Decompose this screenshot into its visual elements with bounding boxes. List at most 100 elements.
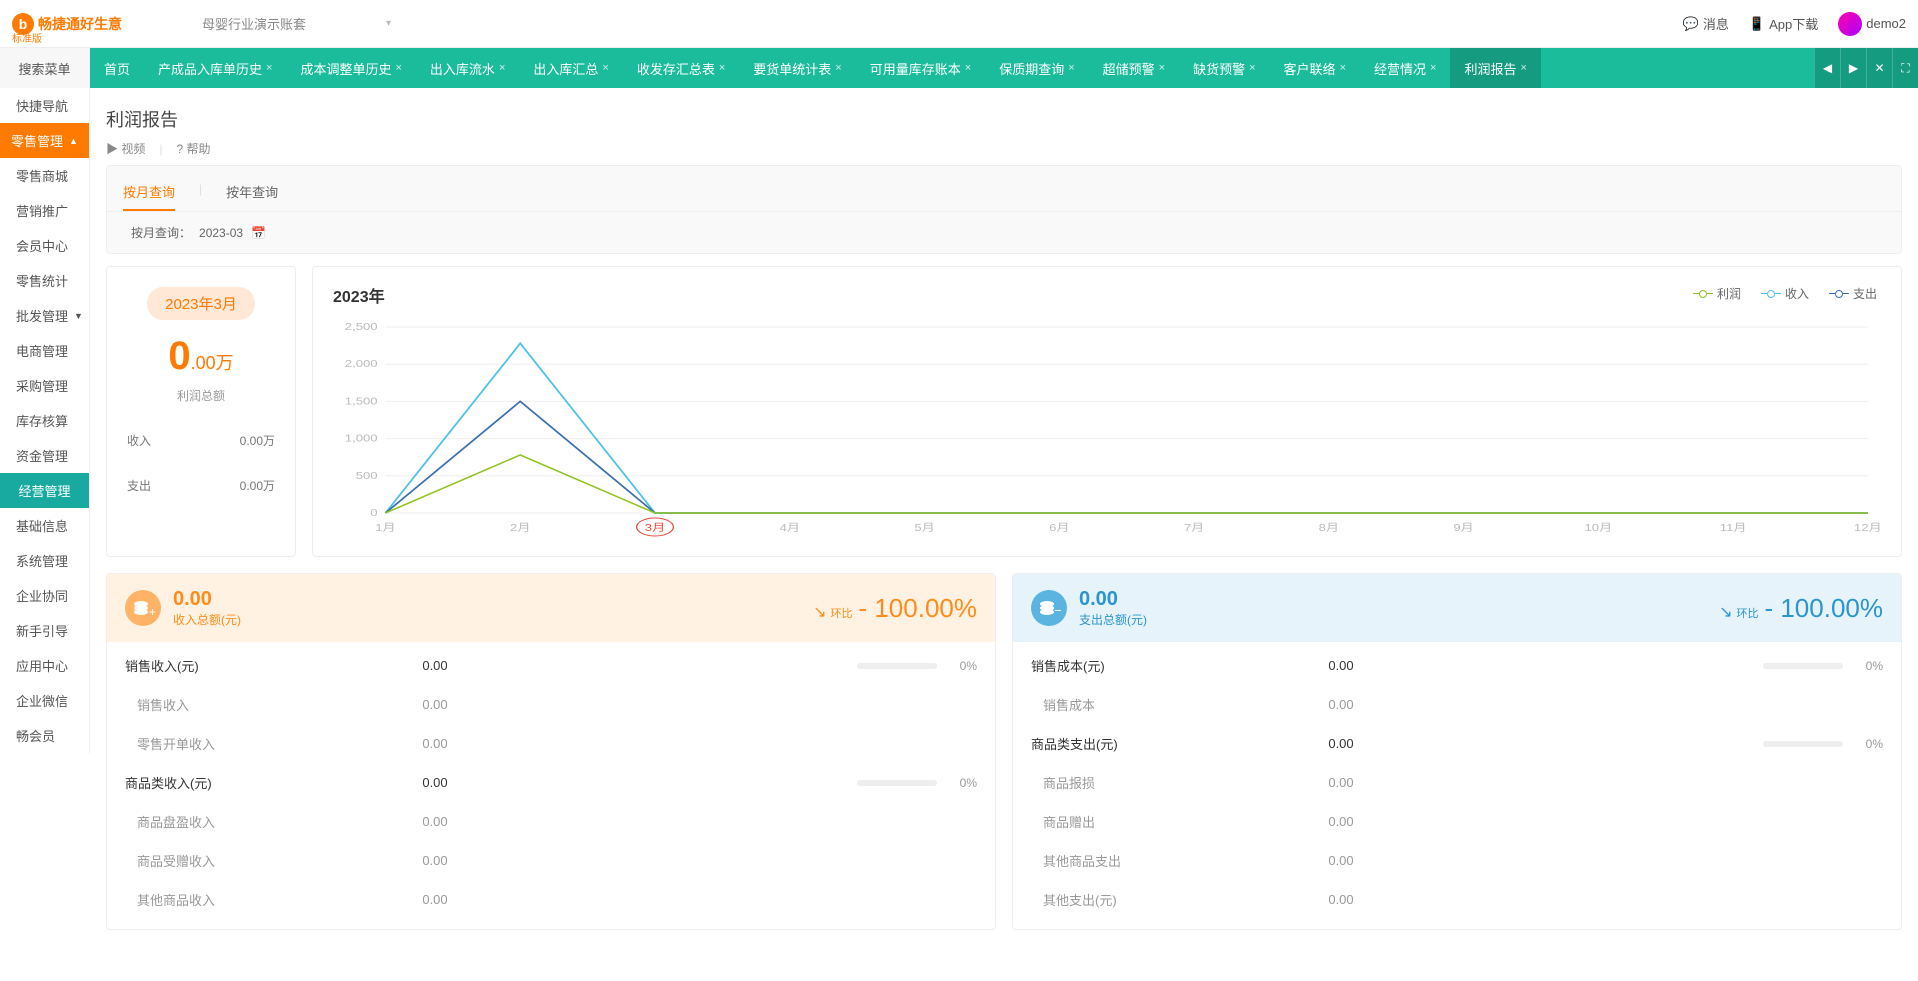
legend-item: 收入 — [1761, 285, 1809, 302]
svg-text:7月: 7月 — [1184, 522, 1204, 533]
fullscreen-icon[interactable]: ⛶ — [1892, 48, 1918, 88]
sidebar-item[interactable]: 企业协同 — [0, 578, 90, 613]
stat-row: 销售成本0.00 — [1031, 685, 1883, 724]
stat-row: 其他支出(元)0.00 — [1031, 880, 1883, 919]
stat-row: 其他商品支出0.00 — [1031, 841, 1883, 880]
sidebar-item[interactable]: 电商管理 — [0, 333, 90, 368]
sidebar-item[interactable]: 零售管理▲ — [0, 123, 90, 158]
close-icon[interactable]: × — [965, 62, 971, 74]
svg-text:10月: 10月 — [1585, 522, 1613, 533]
nav-tab[interactable]: 保质期查询× — [985, 48, 1088, 88]
tabs-next[interactable]: ▶ — [1840, 48, 1866, 88]
svg-text:2,500: 2,500 — [345, 321, 378, 332]
stat-row: 销售成本(元)0.000% — [1031, 646, 1883, 685]
sidebar-item[interactable]: 企业微信 — [0, 683, 90, 718]
sidebar-item[interactable]: 零售统计 — [0, 263, 90, 298]
nav-tab[interactable]: 可用量库存账本× — [856, 48, 985, 88]
nav-tab[interactable]: 出入库流水× — [416, 48, 519, 88]
stat-row: 销售收入(元)0.000% — [125, 646, 977, 685]
nav-tab[interactable]: 经营情况× — [1360, 48, 1450, 88]
nav-tab[interactable]: 超储预警× — [1089, 48, 1179, 88]
close-icon[interactable]: × — [1249, 62, 1255, 74]
svg-text:3月: 3月 — [645, 522, 665, 533]
subtab-yearly[interactable]: 按年查询 — [226, 174, 278, 211]
close-icon[interactable]: × — [1068, 62, 1074, 74]
svg-text:9月: 9月 — [1453, 522, 1473, 533]
subtab-monthly[interactable]: 按月查询 — [123, 174, 175, 211]
phone-icon: 📱 — [1749, 16, 1765, 32]
nav-tab[interactable]: 成本调整单历史× — [286, 48, 415, 88]
close-icon[interactable]: × — [266, 62, 272, 74]
close-icon[interactable]: × — [1520, 62, 1526, 74]
tabs-prev[interactable]: ◀ — [1814, 48, 1840, 88]
sidebar-item[interactable]: 应用中心 — [0, 648, 90, 683]
close-icon[interactable]: × — [719, 62, 725, 74]
sidebar-item[interactable]: 系统管理 — [0, 543, 90, 578]
close-icon[interactable]: × — [395, 62, 401, 74]
svg-text:1,500: 1,500 — [345, 396, 378, 407]
kpi-income-value: 0.00万 — [240, 432, 275, 449]
nav-tab[interactable]: 产成品入库单历史× — [144, 48, 286, 88]
nav-tab[interactable]: 首页 — [90, 48, 144, 88]
svg-text:2,000: 2,000 — [345, 359, 378, 370]
stat-row: 商品类收入(元)0.000% — [125, 763, 977, 802]
calendar-icon[interactable]: 📅 — [251, 226, 266, 240]
filter-value[interactable]: 2023-03 — [199, 226, 243, 240]
account-selector[interactable]: 母婴行业演示账套 ▾ — [202, 14, 391, 33]
tabs-close-all[interactable]: ✕ — [1866, 48, 1892, 88]
page-title: 利润报告 — [106, 88, 1902, 140]
sidebar-item[interactable]: 库存核算 — [0, 403, 90, 438]
svg-text:1月: 1月 — [375, 522, 395, 533]
chevron-down-icon: ▾ — [386, 18, 391, 29]
nav-tab[interactable]: 收发存汇总表× — [623, 48, 739, 88]
svg-text:6月: 6月 — [1049, 522, 1069, 533]
messages-link[interactable]: 💬 消息 — [1683, 14, 1729, 33]
nav-tab[interactable]: 要货单统计表× — [739, 48, 855, 88]
sidebar-item[interactable]: 采购管理 — [0, 368, 90, 403]
app-download-link[interactable]: 📱 App下载 — [1749, 14, 1818, 33]
trend-down-icon: ↘ — [1719, 604, 1732, 621]
line-chart: 05001,0001,5002,0002,5001月2月3月4月5月6月7月8月… — [333, 317, 1881, 537]
kpi-total: 0.00万 — [127, 334, 275, 379]
close-icon[interactable]: × — [602, 62, 608, 74]
sidebar-item[interactable]: 畅会员 — [0, 718, 90, 753]
stat-row: 商品报损0.00 — [1031, 763, 1883, 802]
close-icon[interactable]: × — [499, 62, 505, 74]
close-icon[interactable]: × — [1159, 62, 1165, 74]
close-icon[interactable]: × — [835, 62, 841, 74]
video-link[interactable]: ▶ 视频 — [106, 140, 145, 157]
chart-title: 2023年 — [333, 283, 1881, 307]
stat-row: 其他商品收入0.00 — [125, 880, 977, 919]
sidebar-item[interactable]: 新手引导 — [0, 613, 90, 648]
sidebar-item[interactable]: 批发管理▼ — [0, 298, 90, 333]
sidebar-item[interactable]: 经营管理 — [0, 473, 90, 508]
nav-tab[interactable]: 缺货预警× — [1179, 48, 1269, 88]
nav-tab[interactable]: 客户联络× — [1270, 48, 1360, 88]
stat-row: 商品类支出(元)0.000% — [1031, 724, 1883, 763]
kpi-expense-label: 支出 — [127, 477, 151, 494]
stat-row: 销售收入0.00 — [125, 685, 977, 724]
sidebar-item[interactable]: 会员中心 — [0, 228, 90, 263]
sidebar-item[interactable]: 资金管理 — [0, 438, 90, 473]
close-icon[interactable]: × — [1340, 62, 1346, 74]
sidebar-search[interactable]: 搜索菜单 — [0, 48, 90, 88]
legend-item: 利润 — [1693, 285, 1741, 302]
income-card: + 0.00 收入总额(元) ↘环比- 100.00% 销售收入(元)0.000… — [106, 573, 996, 930]
svg-text:11月: 11月 — [1720, 522, 1747, 533]
svg-text:500: 500 — [356, 470, 378, 481]
sidebar-quicknav[interactable]: 快捷导航 — [0, 88, 90, 123]
legend-item: 支出 — [1829, 285, 1877, 302]
user-menu[interactable]: demo2 — [1838, 12, 1906, 36]
svg-text:5月: 5月 — [914, 522, 934, 533]
coins-plus-icon: + — [125, 590, 161, 626]
help-link[interactable]: ? 帮助 — [176, 140, 210, 157]
nav-tab[interactable]: 利润报告× — [1450, 48, 1540, 88]
income-change: ↘环比- 100.00% — [813, 593, 977, 624]
avatar — [1838, 12, 1862, 36]
expense-change: ↘环比- 100.00% — [1719, 593, 1883, 624]
sidebar-item[interactable]: 零售商城 — [0, 158, 90, 193]
sidebar-item[interactable]: 营销推广 — [0, 193, 90, 228]
close-icon[interactable]: × — [1430, 62, 1436, 74]
sidebar-item[interactable]: 基础信息 — [0, 508, 90, 543]
nav-tab[interactable]: 出入库汇总× — [519, 48, 622, 88]
